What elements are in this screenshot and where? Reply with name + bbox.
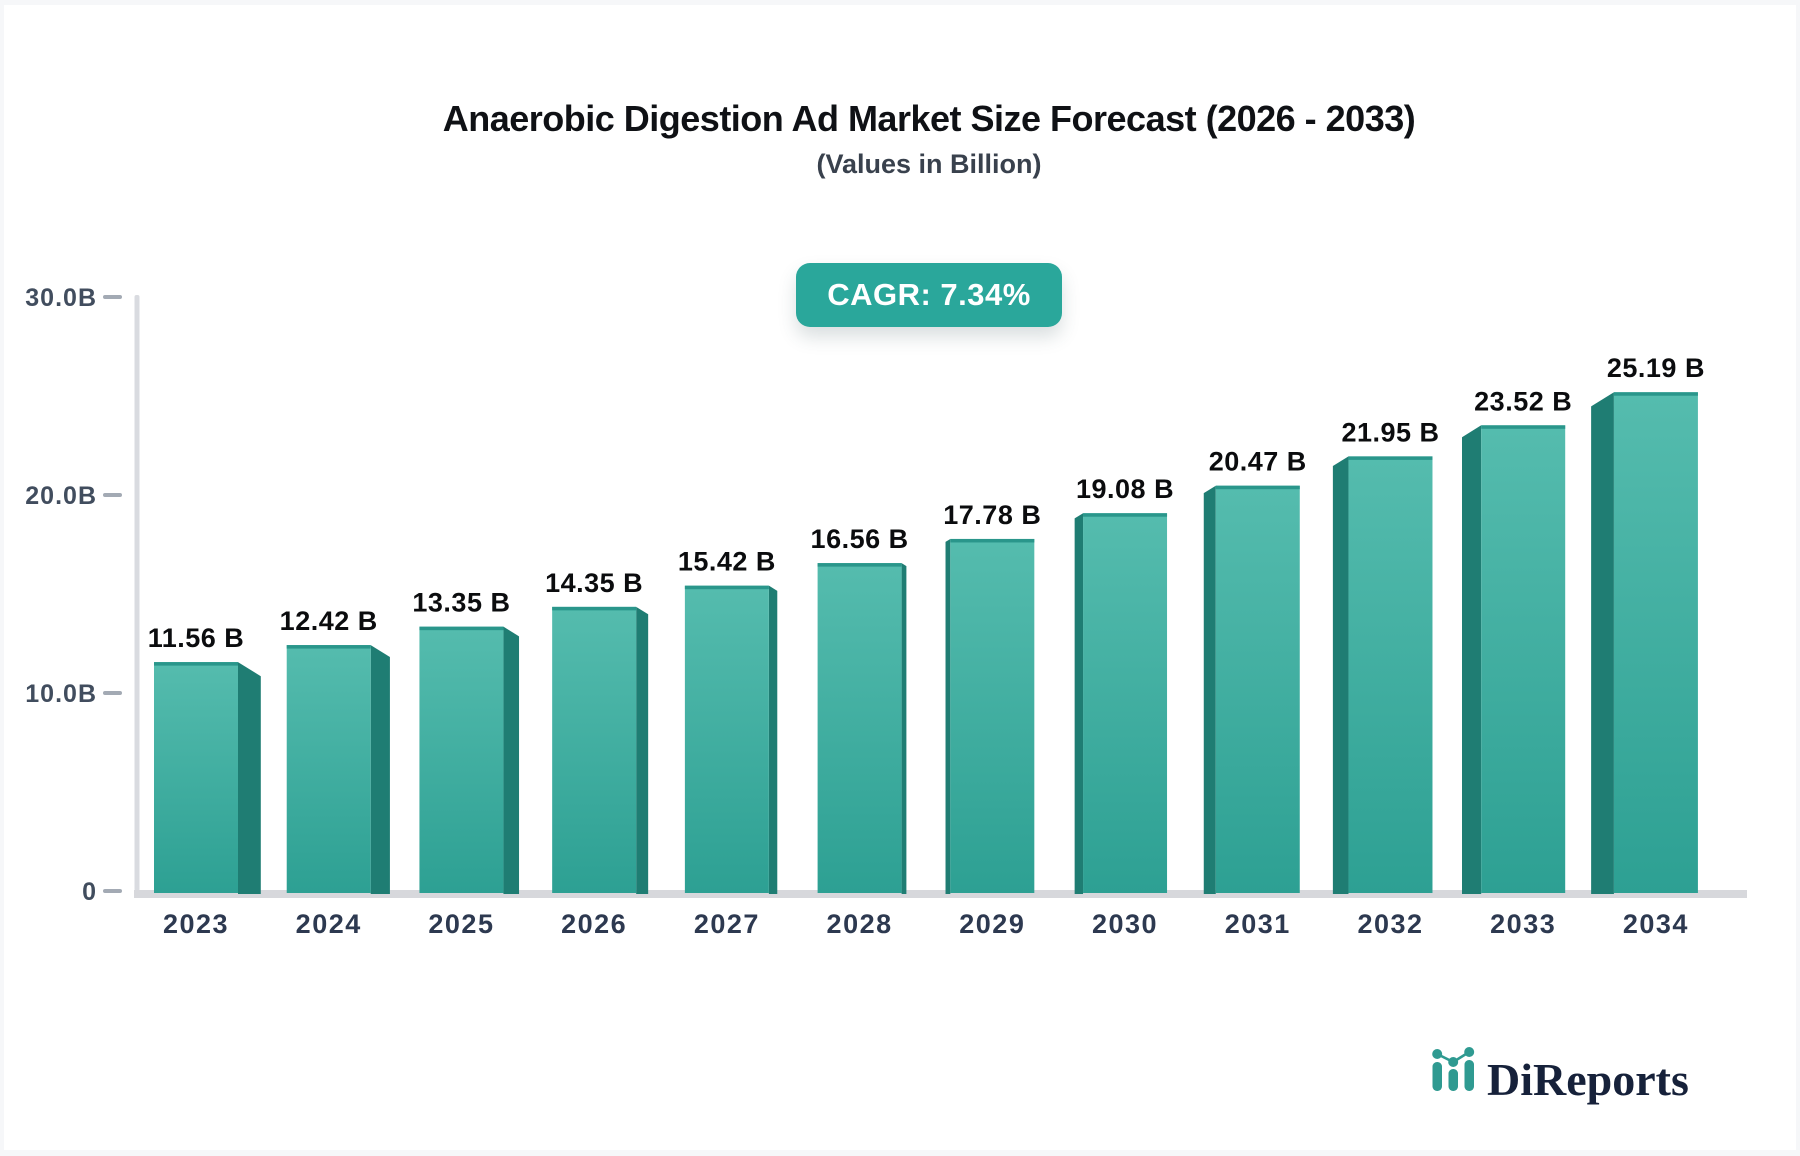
bar-top-edge [419, 626, 504, 631]
bar-front-face [1613, 392, 1698, 893]
bar-2028 [817, 563, 907, 894]
bar-side-face [503, 626, 520, 894]
bar-side-face [1074, 513, 1084, 894]
chart-card: Anaerobic Digestion Ad Market Size Forec… [4, 5, 1796, 1150]
y-axis-tick-label: 30.0B [25, 284, 97, 312]
bar-value-label: 17.78 B [943, 500, 1041, 530]
y-axis-tick [103, 889, 122, 893]
bar-value-label: 21.95 B [1341, 417, 1439, 447]
axis-layer: 0 10.0B 20.0B 30.0B [25, 284, 1747, 906]
bar-value-label: 11.56 B [148, 623, 245, 653]
bar-top-edge [154, 662, 238, 666]
bar-top-edge [817, 563, 902, 567]
bar-front-face [684, 585, 769, 893]
bar-side-face [636, 606, 649, 894]
x-axis-label: 2031 [1225, 909, 1291, 939]
bar-value-label: 16.56 B [811, 524, 909, 554]
bar-2030 [1074, 513, 1168, 894]
bar-2034 [1591, 392, 1698, 894]
bar-top-edge [552, 606, 637, 611]
bar-top-edge [684, 585, 769, 590]
bar-2032 [1332, 456, 1433, 894]
x-axis-label: 2026 [561, 909, 627, 939]
y-axis-tick [103, 691, 122, 695]
bar-top-edge [286, 645, 371, 649]
bars-layer [154, 392, 1698, 894]
logo-text: DiReports [1487, 1054, 1689, 1105]
bar-side-face [1462, 425, 1482, 894]
bar-front-face [552, 606, 637, 893]
bar-2033 [1462, 425, 1566, 894]
bar-side-face [1332, 456, 1349, 894]
bar-top-edge [1481, 425, 1566, 429]
bar-top-edge [1348, 456, 1433, 460]
bar-value-label: 13.35 B [412, 588, 510, 618]
bar-value-label: 19.08 B [1076, 474, 1174, 504]
bar-2024 [286, 645, 390, 894]
bar-side-face [370, 645, 390, 894]
bar-2027 [684, 585, 778, 894]
x-axis-label: 2034 [1623, 909, 1689, 939]
y-axis-tick [103, 295, 122, 299]
x-axis-label: 2023 [163, 909, 229, 939]
x-axis-label: 2027 [694, 909, 760, 939]
bar-side-face [768, 585, 778, 894]
bar-value-label: 12.42 B [280, 606, 378, 636]
bar-front-face [286, 645, 371, 893]
bar-value-label: 15.42 B [678, 547, 776, 577]
bar-front-face [1481, 425, 1566, 893]
labels-layer: 11.56 B 2023 12.42 B 2024 13.35 B 2025 14.35 B… [148, 353, 1705, 939]
bar-top-edge [1613, 392, 1698, 396]
bar-top-edge [1083, 513, 1168, 517]
y-axis-line [134, 295, 140, 891]
chart-subtitle: (Values in Billion) [816, 149, 1042, 179]
bar-side-face [238, 662, 261, 894]
bar-front-face [1083, 513, 1168, 893]
bar-value-label: 25.19 B [1607, 353, 1705, 383]
brand-logo: DiReports [1432, 1041, 1689, 1103]
bar-front-face [817, 563, 902, 893]
bar-front-face [154, 662, 238, 893]
bar-side-face [901, 563, 907, 894]
bar-front-face [1215, 485, 1300, 893]
bar-2031 [1203, 485, 1300, 894]
bar-value-label: 20.47 B [1209, 447, 1307, 477]
bar-value-label: 14.35 B [545, 568, 643, 598]
mini-bar-chart-icon [1432, 1047, 1475, 1091]
x-axis-label: 2024 [296, 909, 362, 939]
chart-title: Anaerobic Digestion Ad Market Size Forec… [442, 98, 1416, 139]
y-axis-tick [103, 493, 122, 497]
bar-2025 [419, 626, 520, 894]
bar-side-face [945, 538, 951, 894]
bar-2026 [552, 606, 649, 894]
bar-front-face [419, 626, 504, 893]
x-axis-label: 2030 [1092, 909, 1158, 939]
bar-front-face [1348, 456, 1433, 893]
y-axis-tick-label: 0 [82, 878, 97, 906]
x-axis-label: 2025 [428, 909, 494, 939]
bar-front-face [950, 538, 1035, 893]
bar-2029 [945, 538, 1035, 894]
bar-side-face [1591, 392, 1614, 894]
y-axis-tick-label: 10.0B [25, 680, 97, 708]
cagr-badge: CAGR: 7.34% [796, 263, 1062, 327]
bar-top-edge [1215, 485, 1300, 490]
y-axis-tick-label: 20.0B [25, 482, 97, 510]
bar-2023 [154, 662, 261, 894]
x-axis-label: 2028 [827, 909, 893, 939]
bar-value-label: 23.52 B [1474, 386, 1572, 416]
x-axis-label: 2029 [959, 909, 1025, 939]
bar-side-face [1203, 485, 1216, 894]
x-axis-baseline [134, 890, 1747, 898]
x-axis-label: 2032 [1357, 909, 1423, 939]
x-axis-label: 2033 [1490, 909, 1556, 939]
bar-top-edge [950, 538, 1035, 543]
